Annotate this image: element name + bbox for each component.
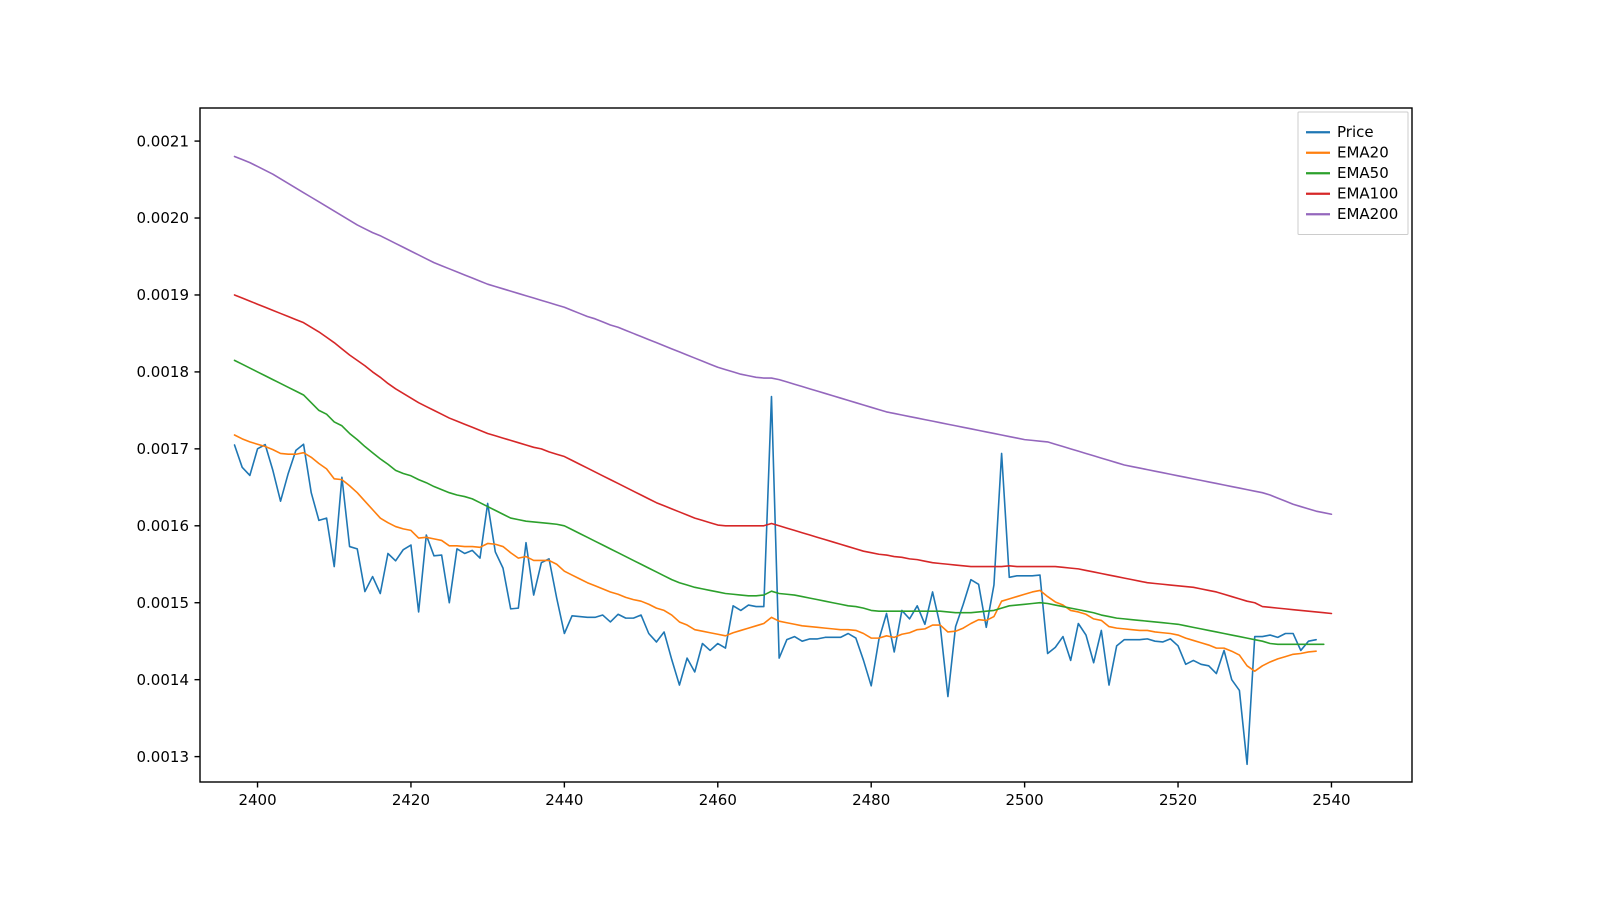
x-tick-label: 2400 bbox=[238, 791, 276, 809]
series-lines bbox=[233, 155, 1333, 766]
x-tick-label: 2460 bbox=[699, 791, 737, 809]
plot-spines bbox=[199, 107, 1413, 783]
x-tick-label: 2520 bbox=[1159, 791, 1197, 809]
y-tick-label: 0.0016 bbox=[137, 517, 190, 535]
y-tick-label: 0.0018 bbox=[137, 363, 190, 381]
x-tick-label: 2500 bbox=[1006, 791, 1044, 809]
legend-label-ema200[interactable]: EMA200 bbox=[1337, 205, 1398, 223]
y-tick-label: 0.0019 bbox=[137, 286, 190, 304]
chart-legend[interactable]: Price EMA20 EMA50 EMA100 EMA200 bbox=[1297, 111, 1409, 235]
y-tick-label: 0.0017 bbox=[137, 440, 190, 458]
legend-label-ema100[interactable]: EMA100 bbox=[1337, 184, 1398, 202]
x-tick-label: 2440 bbox=[545, 791, 583, 809]
y-tick-label: 0.0020 bbox=[137, 209, 190, 227]
series-line-ema200 bbox=[233, 155, 1333, 516]
legend-background bbox=[1297, 111, 1409, 235]
y-tick-label: 0.0015 bbox=[137, 594, 190, 612]
y-tick-label: 0.0021 bbox=[137, 132, 190, 150]
x-tick-label: 2540 bbox=[1312, 791, 1350, 809]
y-tick-label: 0.0013 bbox=[137, 748, 190, 766]
series-line-ema100 bbox=[233, 294, 1333, 615]
series-line-price bbox=[233, 395, 1317, 766]
x-tick-label: 2480 bbox=[852, 791, 890, 809]
legend-label-ema50[interactable]: EMA50 bbox=[1337, 164, 1389, 182]
legend-label-ema20[interactable]: EMA20 bbox=[1337, 143, 1389, 161]
series-line-ema20 bbox=[233, 434, 1317, 673]
legend-label-price[interactable]: Price bbox=[1337, 123, 1374, 141]
y-tick-label: 0.0014 bbox=[137, 671, 190, 689]
x-tick-label: 2420 bbox=[392, 791, 430, 809]
axes: 0.0013 0.0014 0.0015 0.0016 0.0017 0.0018 0.00… bbox=[137, 107, 1413, 809]
series-line-ema50 bbox=[233, 359, 1325, 646]
